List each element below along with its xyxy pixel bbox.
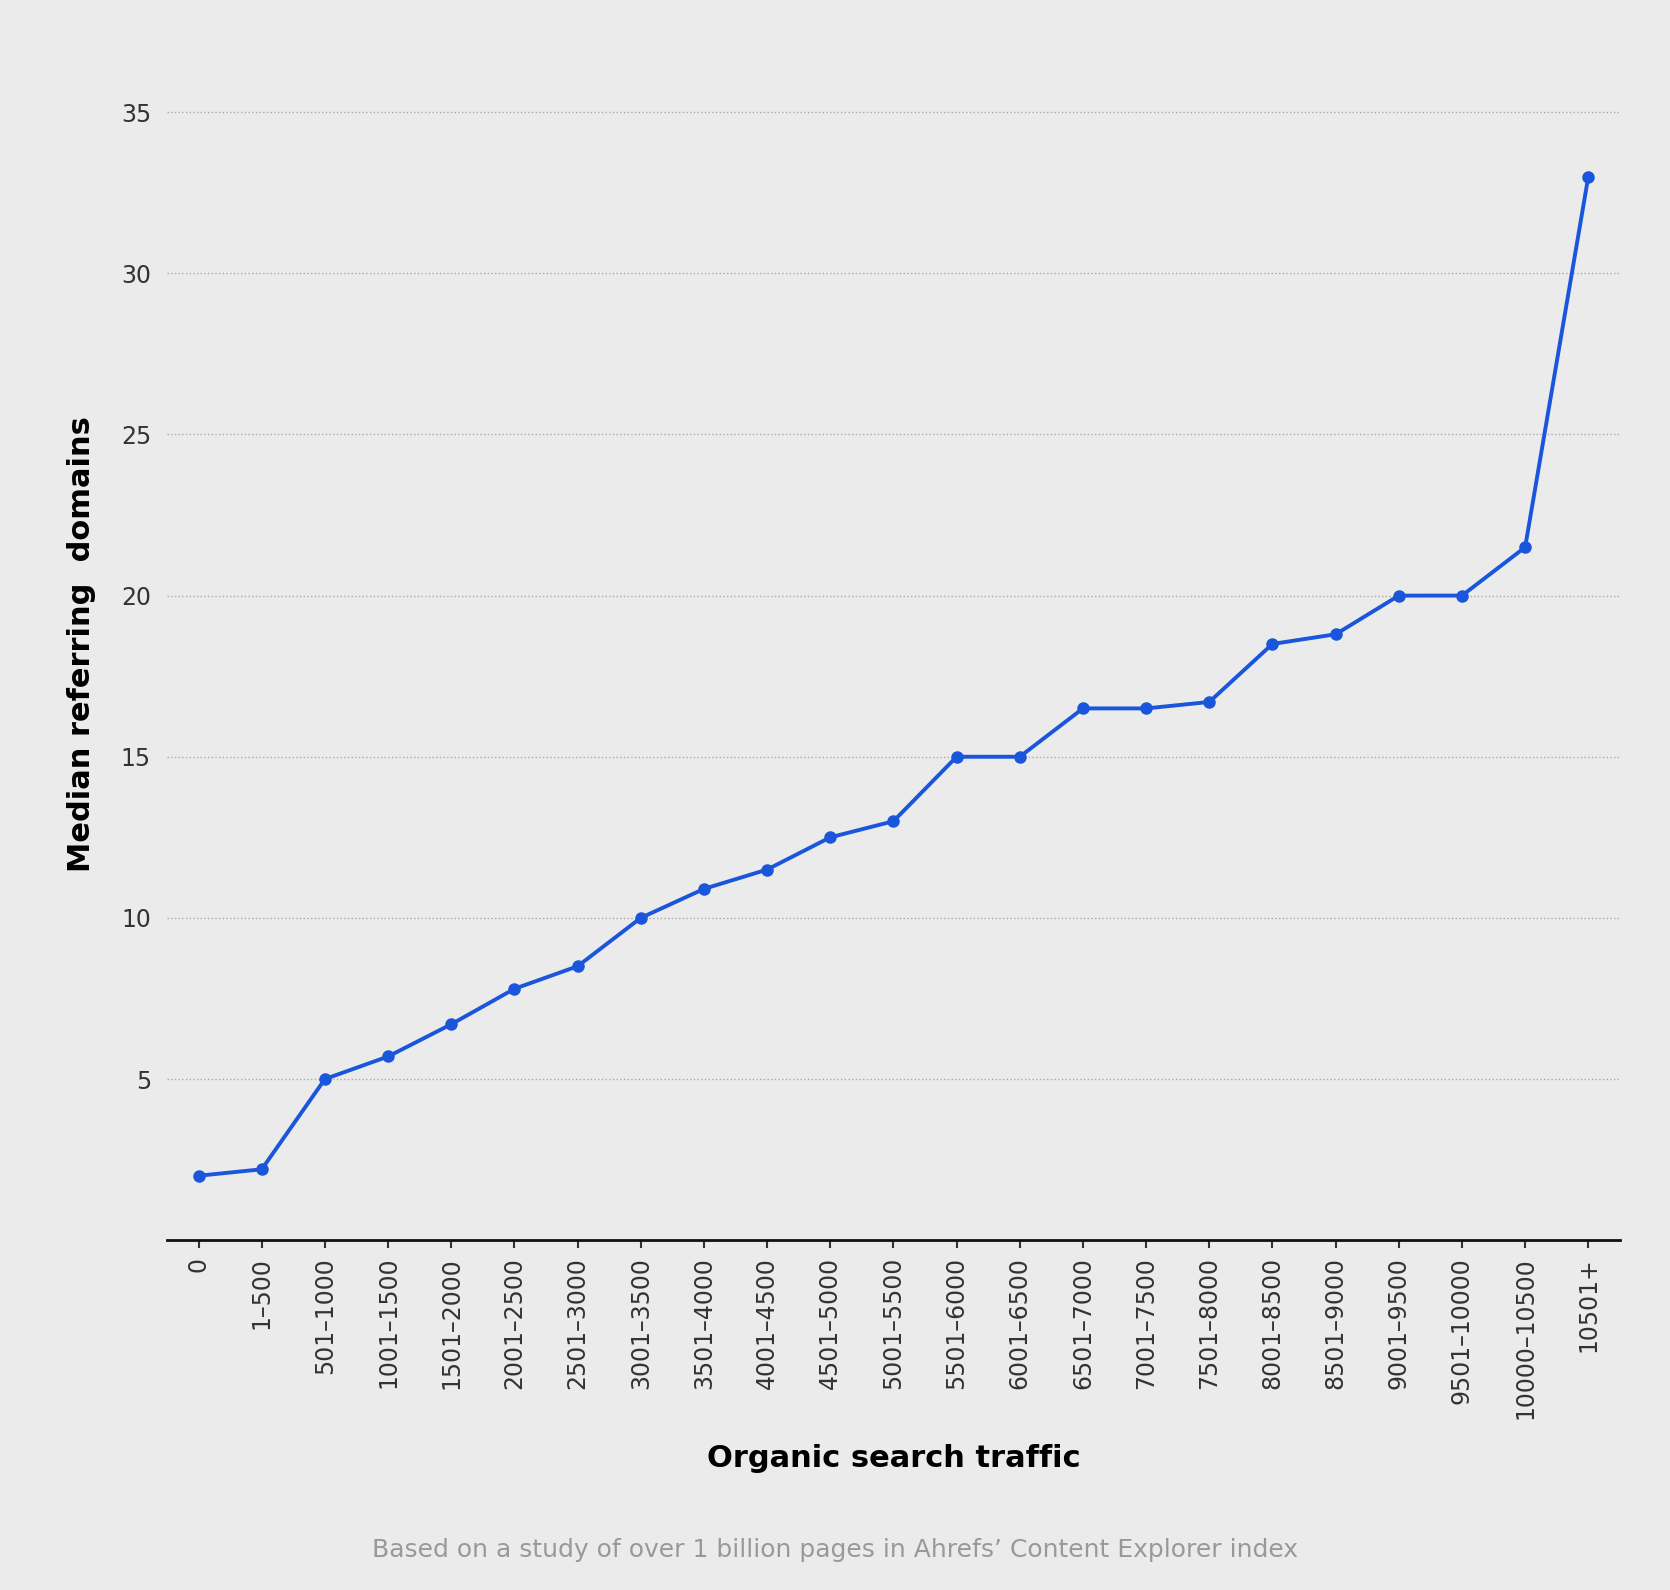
Y-axis label: Median referring  domains: Median referring domains [67, 417, 95, 871]
Text: Based on a study of over 1 billion pages in Ahrefs’ Content Explorer index: Based on a study of over 1 billion pages… [372, 1538, 1298, 1563]
X-axis label: Organic search traffic: Organic search traffic [706, 1444, 1080, 1472]
